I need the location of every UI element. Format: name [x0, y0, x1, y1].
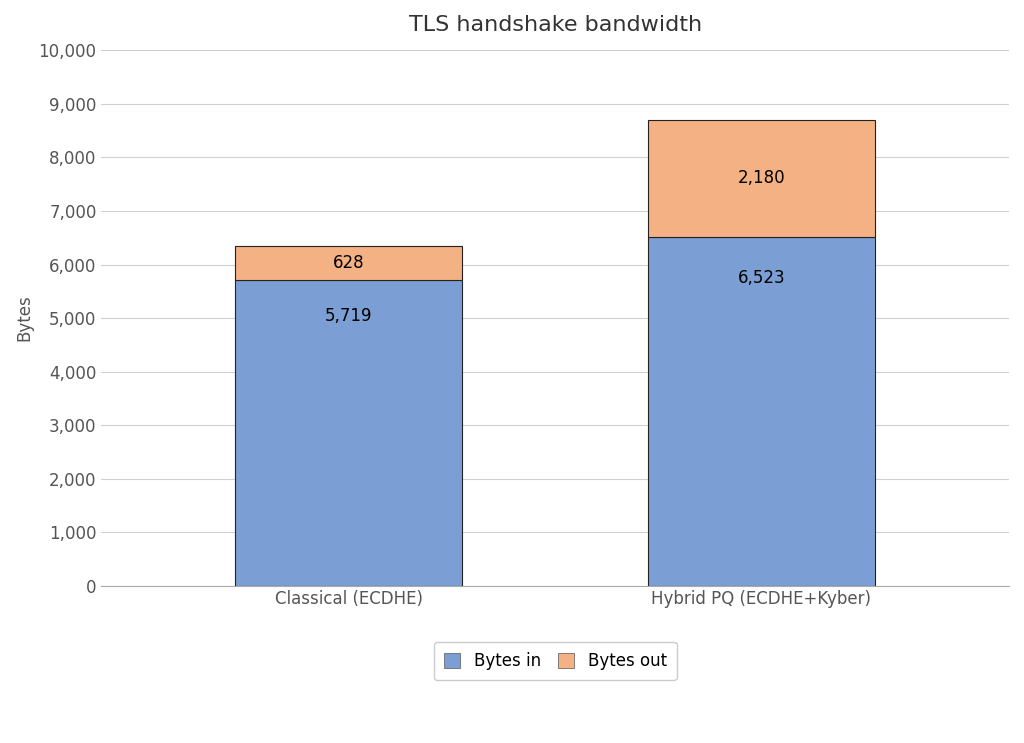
Bar — [236, 279, 463, 585]
Bar — [648, 120, 874, 236]
Y-axis label: Bytes: Bytes — [15, 295, 33, 341]
Legend: Bytes in, Bytes out: Bytes in, Bytes out — [434, 642, 677, 680]
Text: 6,523: 6,523 — [737, 270, 785, 288]
Text: 628: 628 — [333, 254, 365, 272]
Text: 5,719: 5,719 — [326, 308, 373, 325]
Text: 2,180: 2,180 — [737, 169, 785, 187]
Bar — [648, 236, 874, 585]
Bar — [236, 246, 463, 279]
Title: TLS handshake bandwidth: TLS handshake bandwidth — [409, 15, 701, 35]
